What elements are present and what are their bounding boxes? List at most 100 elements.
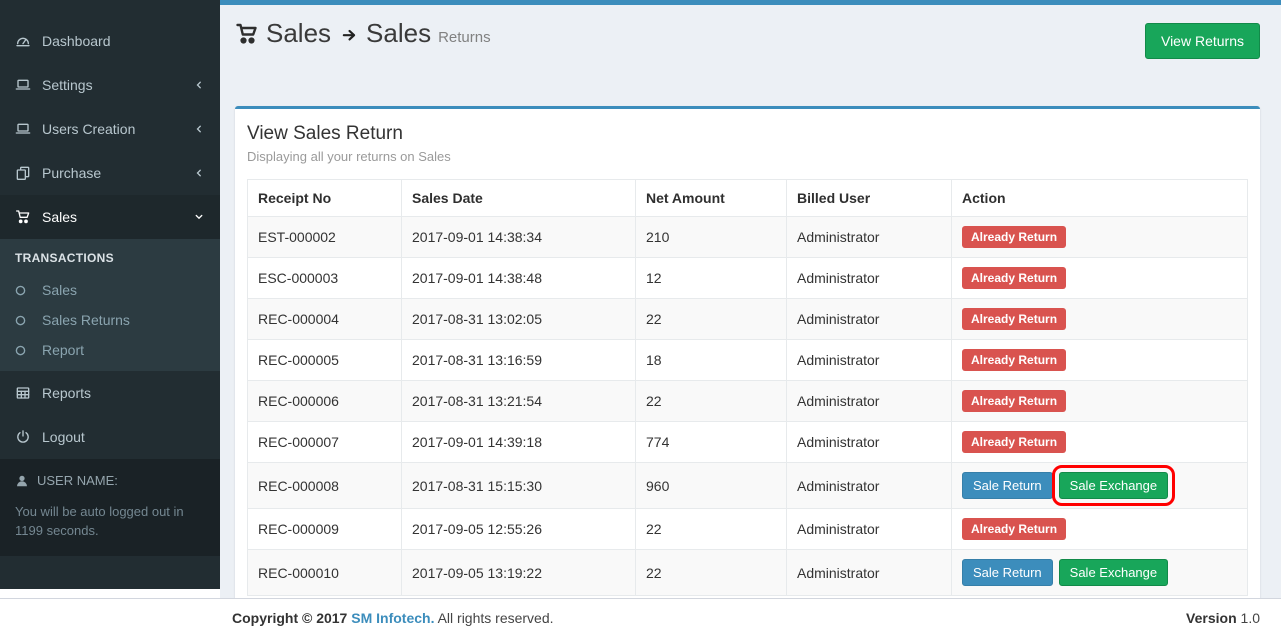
cell-action: Already Return [951, 380, 1248, 422]
breadcrumb-subpage: Returns [438, 29, 491, 46]
cell-net-amount: 210 [635, 216, 787, 258]
table-row: REC-000007 2017-09-01 14:39:18 774 Administ… [247, 421, 1248, 463]
cell-sales-date: 2017-09-05 12:55:26 [401, 508, 636, 550]
cell-receipt-no: REC-000009 [247, 508, 402, 550]
table-row: REC-000005 2017-08-31 13:16:59 18 Administr… [247, 339, 1248, 381]
table-header-row: Receipt No Sales Date Net Amount Billed Use… [247, 179, 1248, 217]
sale-exchange-button-highlighted[interactable]: Sale Exchange [1051, 465, 1176, 506]
sidebar-item-label: Logout [42, 429, 85, 445]
cell-action: Already Return [951, 257, 1248, 299]
version-text: Version 1.0 [1186, 610, 1260, 639]
sale-return-button[interactable]: Sale Return [962, 472, 1053, 499]
company-link[interactable]: SM Infotech. [351, 610, 435, 626]
dashboard-icon [15, 33, 42, 49]
column-header-sales-date: Sales Date [401, 179, 636, 217]
cell-net-amount: 774 [635, 421, 787, 463]
cell-billed-user: Administrator [786, 257, 952, 299]
breadcrumb-page: Sales [366, 18, 432, 48]
footer: Copyright © 2017 SM Infotech. All rights… [0, 598, 1281, 639]
cell-receipt-no: ESC-000003 [247, 257, 402, 299]
cell-billed-user: Administrator [786, 462, 952, 509]
cell-sales-date: 2017-08-31 13:21:54 [401, 380, 636, 422]
sales-return-table: Receipt No Sales Date Net Amount Billed Use… [247, 179, 1248, 596]
sidebar-main-menu: Dashboard Settings Users Creation Purchase S… [0, 19, 220, 239]
sidebar-item-label: Sales [42, 209, 78, 225]
cell-net-amount: 18 [635, 339, 787, 381]
circle-icon [15, 345, 42, 356]
submenu-item-label: Sales [42, 282, 78, 298]
auto-logout-notice: You will be auto logged out in 1199 seco… [15, 504, 184, 538]
cell-net-amount: 960 [635, 462, 787, 509]
submenu-item-sales-returns[interactable]: Sales Returns [0, 305, 220, 335]
sales-return-panel: View Sales Return Displaying all your re… [235, 106, 1260, 610]
already-return-badge: Already Return [962, 349, 1067, 371]
sidebar: Dashboard Settings Users Creation Purchase S… [0, 0, 220, 589]
sidebar-item-purchase[interactable]: Purchase [0, 151, 220, 195]
sidebar-item-logout[interactable]: Logout [0, 415, 220, 459]
sidebar-item-label: Users Creation [42, 121, 136, 137]
sidebar-bottom-menu: Reports Logout [0, 371, 220, 459]
cell-billed-user: Administrator [786, 421, 952, 463]
sidebar-item-sales[interactable]: Sales [0, 195, 220, 239]
panel-title: View Sales Return [247, 123, 403, 144]
already-return-badge: Already Return [962, 431, 1067, 453]
breadcrumb: Sales Sales Returns [235, 18, 491, 49]
cell-receipt-no: REC-000005 [247, 339, 402, 381]
chevron-left-icon [193, 123, 205, 135]
cell-sales-date: 2017-09-05 13:19:22 [401, 549, 636, 596]
column-header-receipt-no: Receipt No [247, 179, 402, 217]
sale-return-button[interactable]: Sale Return [962, 559, 1053, 586]
cell-sales-date: 2017-08-31 15:15:30 [401, 462, 636, 509]
already-return-badge: Already Return [962, 308, 1067, 330]
cell-net-amount: 12 [635, 257, 787, 299]
chevron-left-icon [193, 79, 205, 91]
already-return-badge: Already Return [962, 267, 1067, 289]
cell-net-amount: 22 [635, 549, 787, 596]
cell-action: Already Return [951, 298, 1248, 340]
cell-billed-user: Administrator [786, 339, 952, 381]
sidebar-item-reports[interactable]: Reports [0, 371, 220, 415]
sale-exchange-button[interactable]: Sale Exchange [1058, 559, 1169, 586]
breadcrumb-section: Sales [266, 18, 332, 48]
cell-billed-user: Administrator [786, 508, 952, 550]
circle-icon [15, 315, 42, 326]
copyright-suffix: All rights reserved. [434, 610, 554, 626]
cell-receipt-no: EST-000002 [247, 216, 402, 258]
sidebar-item-label: Dashboard [42, 33, 111, 49]
table-row: REC-000009 2017-09-05 12:55:26 22 Administr… [247, 508, 1248, 550]
cell-action: Already Return [951, 508, 1248, 550]
cell-sales-date: 2017-09-01 14:38:48 [401, 257, 636, 299]
submenu-item-label: Report [42, 342, 85, 358]
content-header: Sales Sales Returns View Returns [220, 5, 1281, 59]
cell-sales-date: 2017-09-01 14:39:18 [401, 421, 636, 463]
sidebar-item-dashboard[interactable]: Dashboard [0, 19, 220, 63]
cell-billed-user: Administrator [786, 380, 952, 422]
version-value: 1.0 [1240, 610, 1260, 626]
chevron-left-icon [193, 167, 205, 179]
cell-action: Sale Return Sale Exchange [951, 462, 1248, 509]
table-icon [15, 385, 42, 401]
cart-icon [15, 209, 42, 225]
table-row: REC-000008 2017-08-31 15:15:30 960 Administ… [247, 462, 1248, 509]
sidebar-item-label: Reports [42, 385, 92, 401]
cell-action: Already Return [951, 216, 1248, 258]
submenu-item-sales[interactable]: Sales [0, 275, 220, 305]
submenu-item-label: Sales Returns [42, 312, 130, 328]
chevron-down-icon [193, 211, 205, 223]
sidebar-item-label: Settings [42, 77, 93, 93]
sidebar-item-settings[interactable]: Settings [0, 63, 220, 107]
sales-submenu: TRANSACTIONS Sales Sales Returns Report [0, 239, 220, 371]
cell-sales-date: 2017-08-31 13:02:05 [401, 298, 636, 340]
already-return-badge: Already Return [962, 518, 1067, 540]
sidebar-sub-menu: Sales Sales Returns Report [0, 275, 220, 365]
cell-receipt-no: REC-000008 [247, 462, 402, 509]
view-returns-button[interactable]: View Returns [1144, 23, 1260, 59]
submenu-header-transactions: TRANSACTIONS [15, 251, 114, 265]
user-panel: USER NAME: You will be auto logged out i… [0, 459, 220, 556]
sidebar-item-users-creation[interactable]: Users Creation [0, 107, 220, 151]
circle-icon [15, 285, 42, 296]
column-header-net-amount: Net Amount [635, 179, 787, 217]
submenu-item-report[interactable]: Report [0, 335, 220, 365]
main-content: Sales Sales Returns View Returns View Sa… [220, 0, 1281, 610]
already-return-badge: Already Return [962, 226, 1067, 248]
